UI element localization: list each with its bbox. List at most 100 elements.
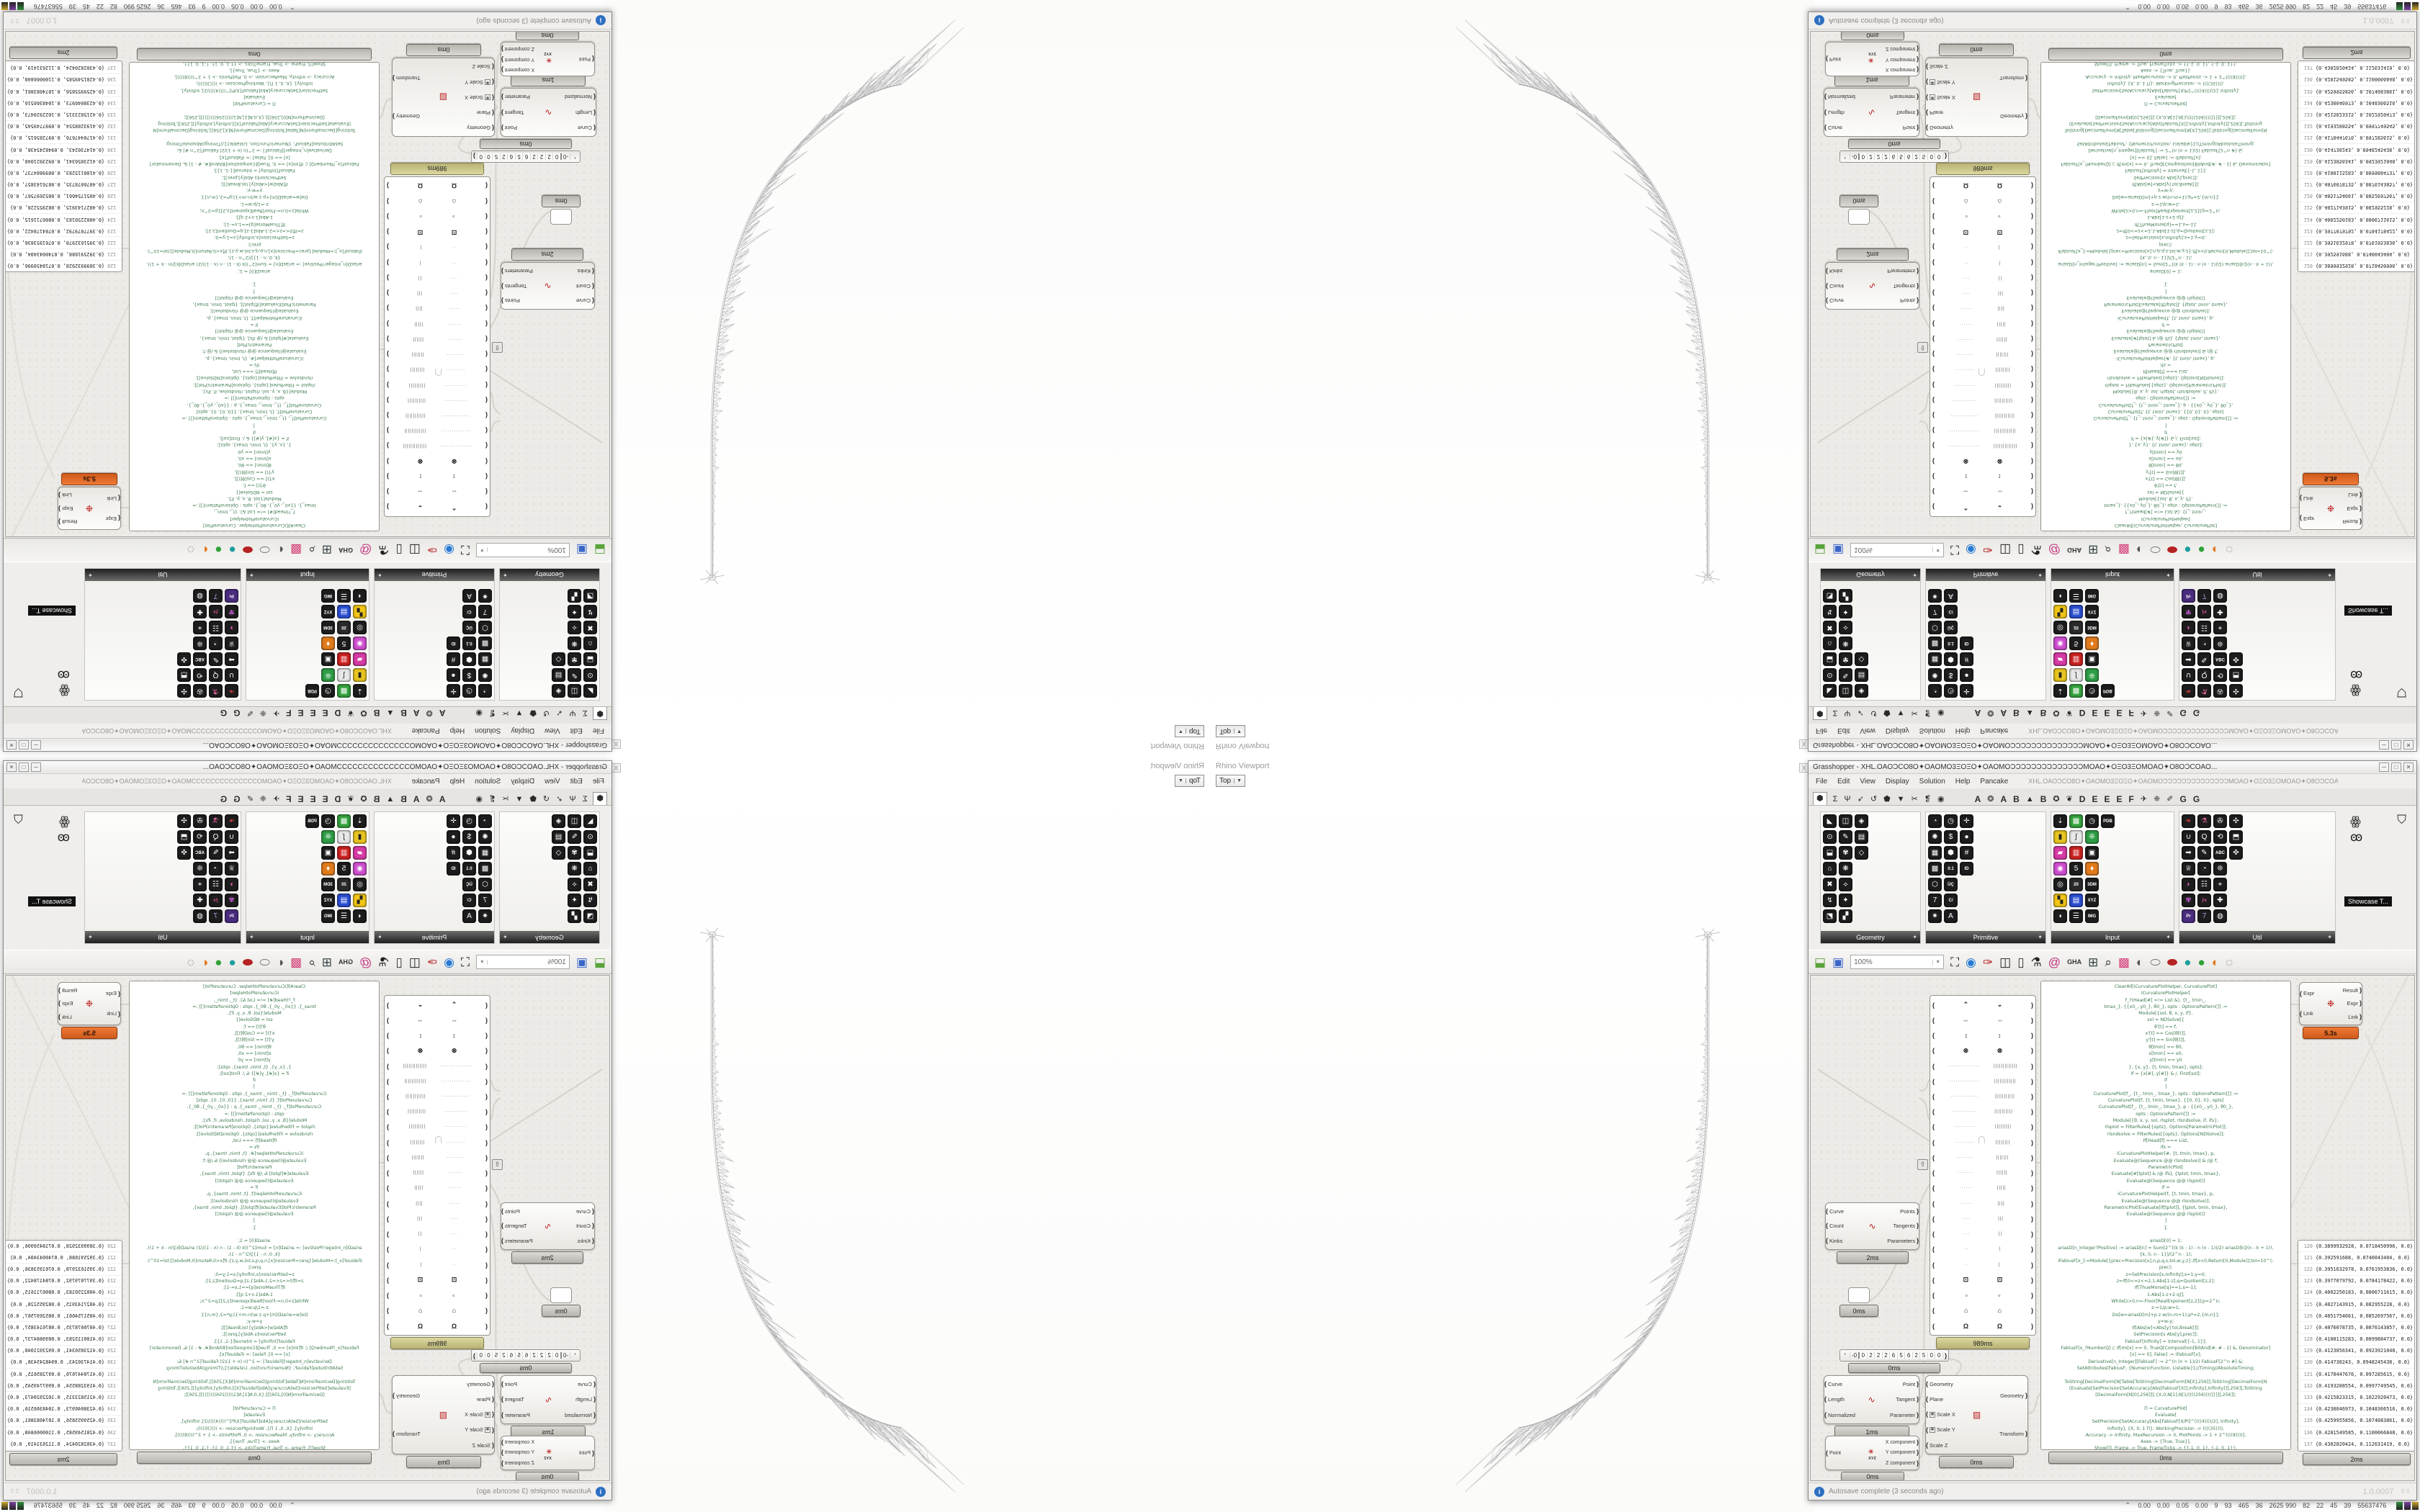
component-icon[interactable]: ◔ [209, 862, 223, 876]
component-icon[interactable]: ▞ [568, 909, 581, 923]
component-icon[interactable]: ◔ [478, 684, 492, 698]
component-icon[interactable]: XYZ [2085, 605, 2099, 618]
showcase-plugin-area[interactable]: ꙮ ⛉ ꙭ Showcase T... [2344, 606, 2411, 699]
component-icon[interactable]: ✚ [2213, 605, 2227, 618]
ribbon-tab[interactable]: ❈ [2154, 708, 2161, 717]
ribbon-tab[interactable]: ▼ [1896, 708, 1905, 717]
component-icon[interactable]: ☷ [2197, 878, 2211, 891]
ribbon-tab[interactable]: ⬟ [529, 795, 537, 804]
component-icon[interactable]: ▮ [2053, 668, 2067, 682]
ribbon-tab[interactable]: ❡ [1924, 795, 1931, 804]
component-icon[interactable]: ◷ [321, 684, 335, 698]
ribbon-tab[interactable]: ⬟ [529, 708, 537, 717]
ribbon-tab[interactable]: Ψ [1844, 708, 1851, 717]
ribbon-tab[interactable]: B [400, 708, 407, 718]
component-icon[interactable]: $ [462, 830, 476, 844]
ribbon-tab[interactable]: ✪ [2053, 708, 2060, 717]
component-icon[interactable]: ▞ [1839, 589, 1852, 603]
toolbar-icon[interactable]: ▣ [575, 955, 588, 969]
toolbar-icon[interactable]: ⊞ [2088, 955, 2099, 969]
ribbon-tab[interactable]: ✂ [1911, 708, 1918, 717]
toolbar-icon[interactable]: GHA [2067, 958, 2082, 966]
component-icon[interactable]: ● [447, 830, 460, 844]
component-icon[interactable]: ◍ [193, 589, 207, 603]
tray-widget-icon[interactable] [9, 1501, 16, 1510]
component-icon[interactable]: ▥ [337, 652, 351, 666]
slider-digit[interactable]: 5 [514, 153, 523, 160]
component-icon[interactable]: 20 [2069, 621, 2083, 634]
rhino-viewport[interactable]: Rhino Viewport Top ▼ X [605, 0, 1210, 756]
window-buttons[interactable]: ─ □ ✕ [2379, 740, 2414, 750]
ribbon-tab[interactable]: ➶ [556, 708, 563, 717]
component-icon[interactable]: ⌂ [583, 862, 597, 876]
tray-widget-icon[interactable] [1, 1501, 8, 1510]
component-icon[interactable]: ◷ [462, 814, 476, 828]
component-icon[interactable]: ⌂ [583, 636, 597, 650]
component-icon[interactable]: A [462, 909, 476, 923]
component-icon[interactable]: ❊ [193, 636, 207, 650]
component-icon[interactable]: ◷ [321, 814, 335, 828]
component-icon[interactable]: ✣ [177, 814, 191, 828]
component-icon[interactable]: ❊ [321, 830, 335, 844]
palette-label[interactable]: Primitive ✦ [375, 569, 494, 581]
ribbon-tab[interactable]: ▼ [515, 708, 524, 717]
component-icon[interactable]: ✎ [1839, 668, 1852, 682]
component-icon[interactable]: # [447, 652, 460, 666]
viewport-close-icon[interactable]: X [611, 739, 621, 749]
component-icon[interactable]: ✦ [568, 894, 581, 907]
component-icon[interactable]: ✣ [2229, 814, 2243, 828]
component-icon[interactable]: ❧ [2182, 814, 2195, 828]
component-icon[interactable]: ◎ [353, 878, 367, 891]
component-icon[interactable]: ❊ [193, 862, 207, 876]
window-button[interactable]: □ [2391, 740, 2401, 750]
toolbar-icon[interactable]: ⌕ [308, 543, 315, 557]
gh-canvas[interactable]: (⌃ ⌄)(⇔ ⇔)(↕ ↕)(⊗ ⊗)(··············· ||||||||… [5, 31, 610, 537]
tray-caret-icon[interactable]: ⌃ [289, 1501, 295, 1510]
component-icon[interactable]: ÜÇ [462, 878, 476, 891]
menu-item-file[interactable]: File [592, 726, 604, 735]
tray-caret-icon[interactable]: ⌃ [2125, 2, 2131, 11]
menu-item-display[interactable]: Display [511, 777, 535, 786]
component-icon[interactable]: ▤ [2069, 894, 2083, 907]
ribbon-tab[interactable]: G [2179, 708, 2187, 718]
ribbon-tab[interactable]: ⬢ [1813, 792, 1827, 805]
component-icon[interactable]: ✾ [1839, 652, 1852, 666]
component-icon[interactable]: ◉ [2053, 862, 2067, 876]
component-icon[interactable]: ✺ [478, 830, 492, 844]
menu-item-display[interactable]: Display [1885, 777, 1909, 786]
component-icon[interactable]: ✣ [2229, 684, 2243, 698]
toolbar-icon[interactable]: ▩ [2118, 955, 2130, 969]
presentation-board-icon[interactable]: ⛉ [2397, 685, 2406, 699]
component-icon[interactable]: A [1944, 909, 1958, 923]
component-icon[interactable]: PDB [305, 814, 319, 828]
component-icon[interactable]: ◇ [1855, 846, 1868, 860]
slider-digit[interactable]: 5 [1897, 1352, 1906, 1359]
deconstruct-node[interactable]: (Point ⚹ XYZ X component) Y component) Z comp… [501, 1436, 595, 1470]
component-icon[interactable]: ◍ [193, 909, 207, 923]
toolbar-icon[interactable]: ⌕ [308, 955, 315, 969]
component-icon[interactable]: ⟲ [2213, 668, 2227, 682]
ribbon-tab[interactable]: ↺ [1870, 708, 1878, 717]
component-icon[interactable]: ▤ [2069, 605, 2083, 618]
toolbar-icon[interactable]: GHA [2067, 546, 2082, 554]
component-icon[interactable]: # [447, 846, 460, 860]
component-icon[interactable]: ✺ [1928, 668, 1942, 682]
component-icon[interactable]: ♦ [321, 636, 335, 650]
slider-digit[interactable]: 2 [1875, 153, 1883, 160]
toolbar-icon[interactable]: ◌ [2226, 543, 2233, 557]
toolbar-icon[interactable]: ⊞ [321, 955, 332, 969]
toolbar-icon[interactable]: ⛶ [1950, 955, 1960, 969]
component-icon[interactable]: ⚗ [2197, 684, 2211, 698]
ribbon-tab[interactable]: B [2040, 794, 2047, 804]
ribbon-tab[interactable]: ❡ [489, 708, 496, 717]
component-icon[interactable]: 7 [1928, 605, 1942, 618]
slider-digit[interactable]: 5 [514, 1352, 523, 1359]
ribbon-tab[interactable]: ❦ [2066, 708, 2073, 717]
divide-curve-node[interactable]: (Curve(Count(Kinks ∿ Points) Tangents) Param… [1825, 262, 1919, 310]
slider-digit[interactable]: 5 [492, 1352, 500, 1359]
component-icon[interactable]: ❊ [2085, 830, 2099, 844]
ribbon-tab[interactable]: D [334, 708, 341, 718]
script-component[interactable]: ClearAll[iCurvaturePlotHelper, Curvature… [129, 981, 380, 1450]
component-icon[interactable]: ▩ [478, 862, 492, 876]
toolbar-icon[interactable]: ◐ [2211, 955, 2220, 969]
